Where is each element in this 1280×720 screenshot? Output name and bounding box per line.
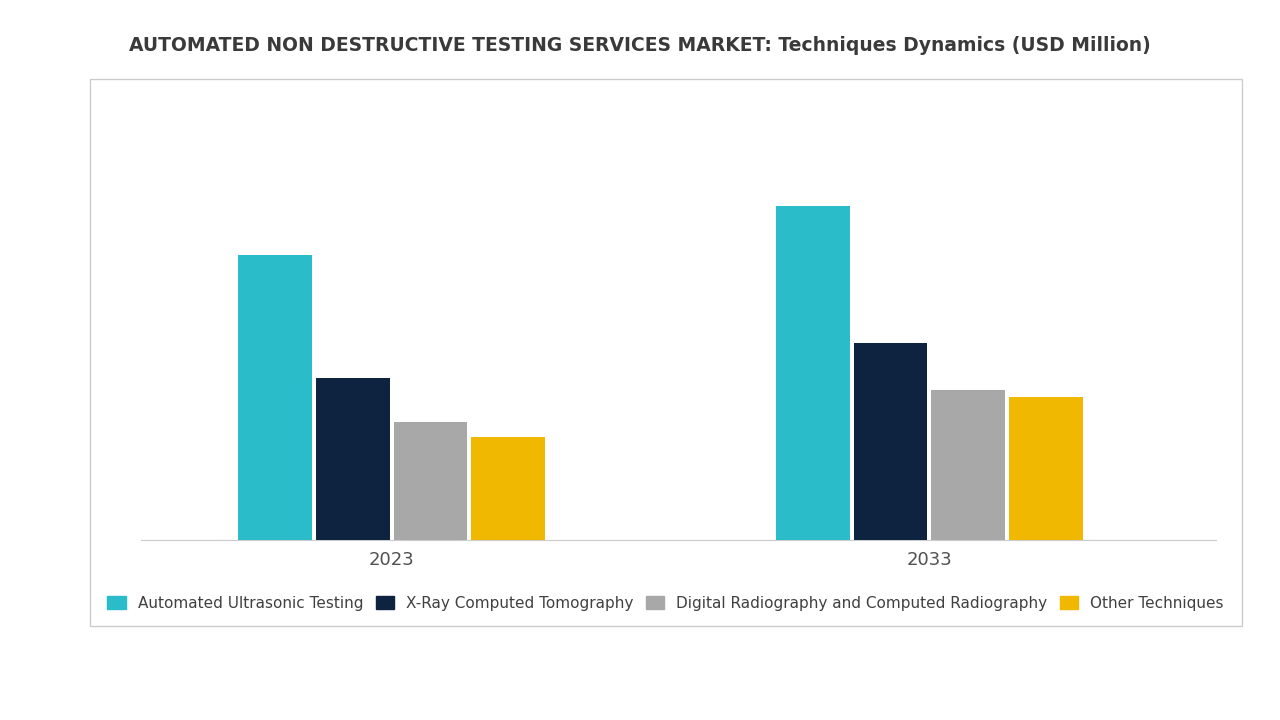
Bar [854, 343, 927, 540]
Bar [1009, 397, 1083, 540]
Bar [316, 378, 389, 540]
Bar [471, 437, 545, 540]
Bar [394, 422, 467, 540]
Legend: Automated Ultrasonic Testing, X-Ray Computed Tomography, Digital Radiography and: Automated Ultrasonic Testing, X-Ray Comp… [102, 591, 1229, 615]
Bar [238, 255, 312, 540]
Bar [776, 206, 850, 540]
Bar [932, 390, 1005, 540]
Text: AUTOMATED NON DESTRUCTIVE TESTING SERVICES MARKET: Techniques Dynamics (USD Mill: AUTOMATED NON DESTRUCTIVE TESTING SERVIC… [129, 36, 1151, 55]
